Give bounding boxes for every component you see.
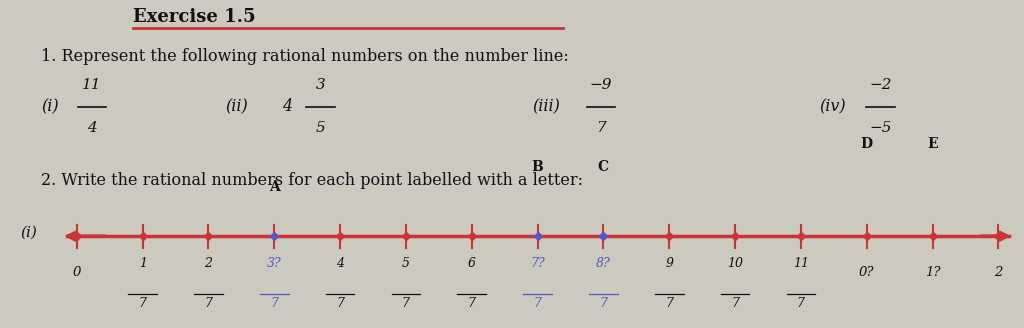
Text: 0: 0 (73, 266, 81, 279)
Text: (i): (i) (41, 98, 58, 115)
Text: 7: 7 (336, 297, 344, 310)
Text: 5: 5 (315, 121, 326, 135)
Text: 7: 7 (402, 297, 410, 310)
Text: 4: 4 (87, 121, 97, 135)
Text: 7: 7 (596, 121, 606, 135)
Text: 7: 7 (468, 297, 476, 310)
Text: (ii): (ii) (225, 98, 248, 115)
Text: 7?: 7? (530, 257, 545, 271)
Text: 9: 9 (666, 257, 673, 271)
Text: 1?: 1? (925, 266, 940, 279)
Text: Exercise 1.5: Exercise 1.5 (133, 8, 256, 26)
Text: 4: 4 (282, 98, 292, 115)
Text: −9: −9 (590, 78, 612, 92)
Text: 7: 7 (270, 297, 279, 310)
Text: 7: 7 (138, 297, 146, 310)
Text: (iv): (iv) (819, 98, 846, 115)
Text: 5: 5 (402, 257, 410, 271)
Text: 10: 10 (727, 257, 743, 271)
Text: (i): (i) (20, 226, 37, 240)
Text: 2. Write the rational numbers for each point labelled with a letter:: 2. Write the rational numbers for each p… (41, 172, 583, 189)
Text: 7: 7 (599, 297, 607, 310)
Text: 7: 7 (731, 297, 739, 310)
Text: 2: 2 (205, 257, 212, 271)
Text: 1. Represent the following rational numbers on the number line:: 1. Represent the following rational numb… (41, 48, 568, 65)
Text: C: C (598, 160, 609, 174)
Text: 3: 3 (315, 78, 326, 92)
Text: 11: 11 (793, 257, 809, 271)
Text: 0?: 0? (859, 266, 874, 279)
Text: 7: 7 (205, 297, 212, 310)
Text: 2: 2 (994, 266, 1002, 279)
Text: 11: 11 (82, 78, 102, 92)
Text: 7: 7 (534, 297, 542, 310)
Text: 7: 7 (666, 297, 673, 310)
Text: B: B (531, 160, 544, 174)
Text: A: A (269, 179, 280, 194)
Text: 6: 6 (468, 257, 476, 271)
Text: 4: 4 (336, 257, 344, 271)
Text: −5: −5 (869, 121, 892, 135)
Text: −2: −2 (869, 78, 892, 92)
Text: 1: 1 (138, 257, 146, 271)
Text: (iii): (iii) (532, 98, 560, 115)
Text: 3?: 3? (267, 257, 282, 271)
Text: 7: 7 (797, 297, 805, 310)
Text: E: E (928, 137, 938, 151)
Text: 8?: 8? (596, 257, 610, 271)
Text: D: D (861, 137, 872, 151)
